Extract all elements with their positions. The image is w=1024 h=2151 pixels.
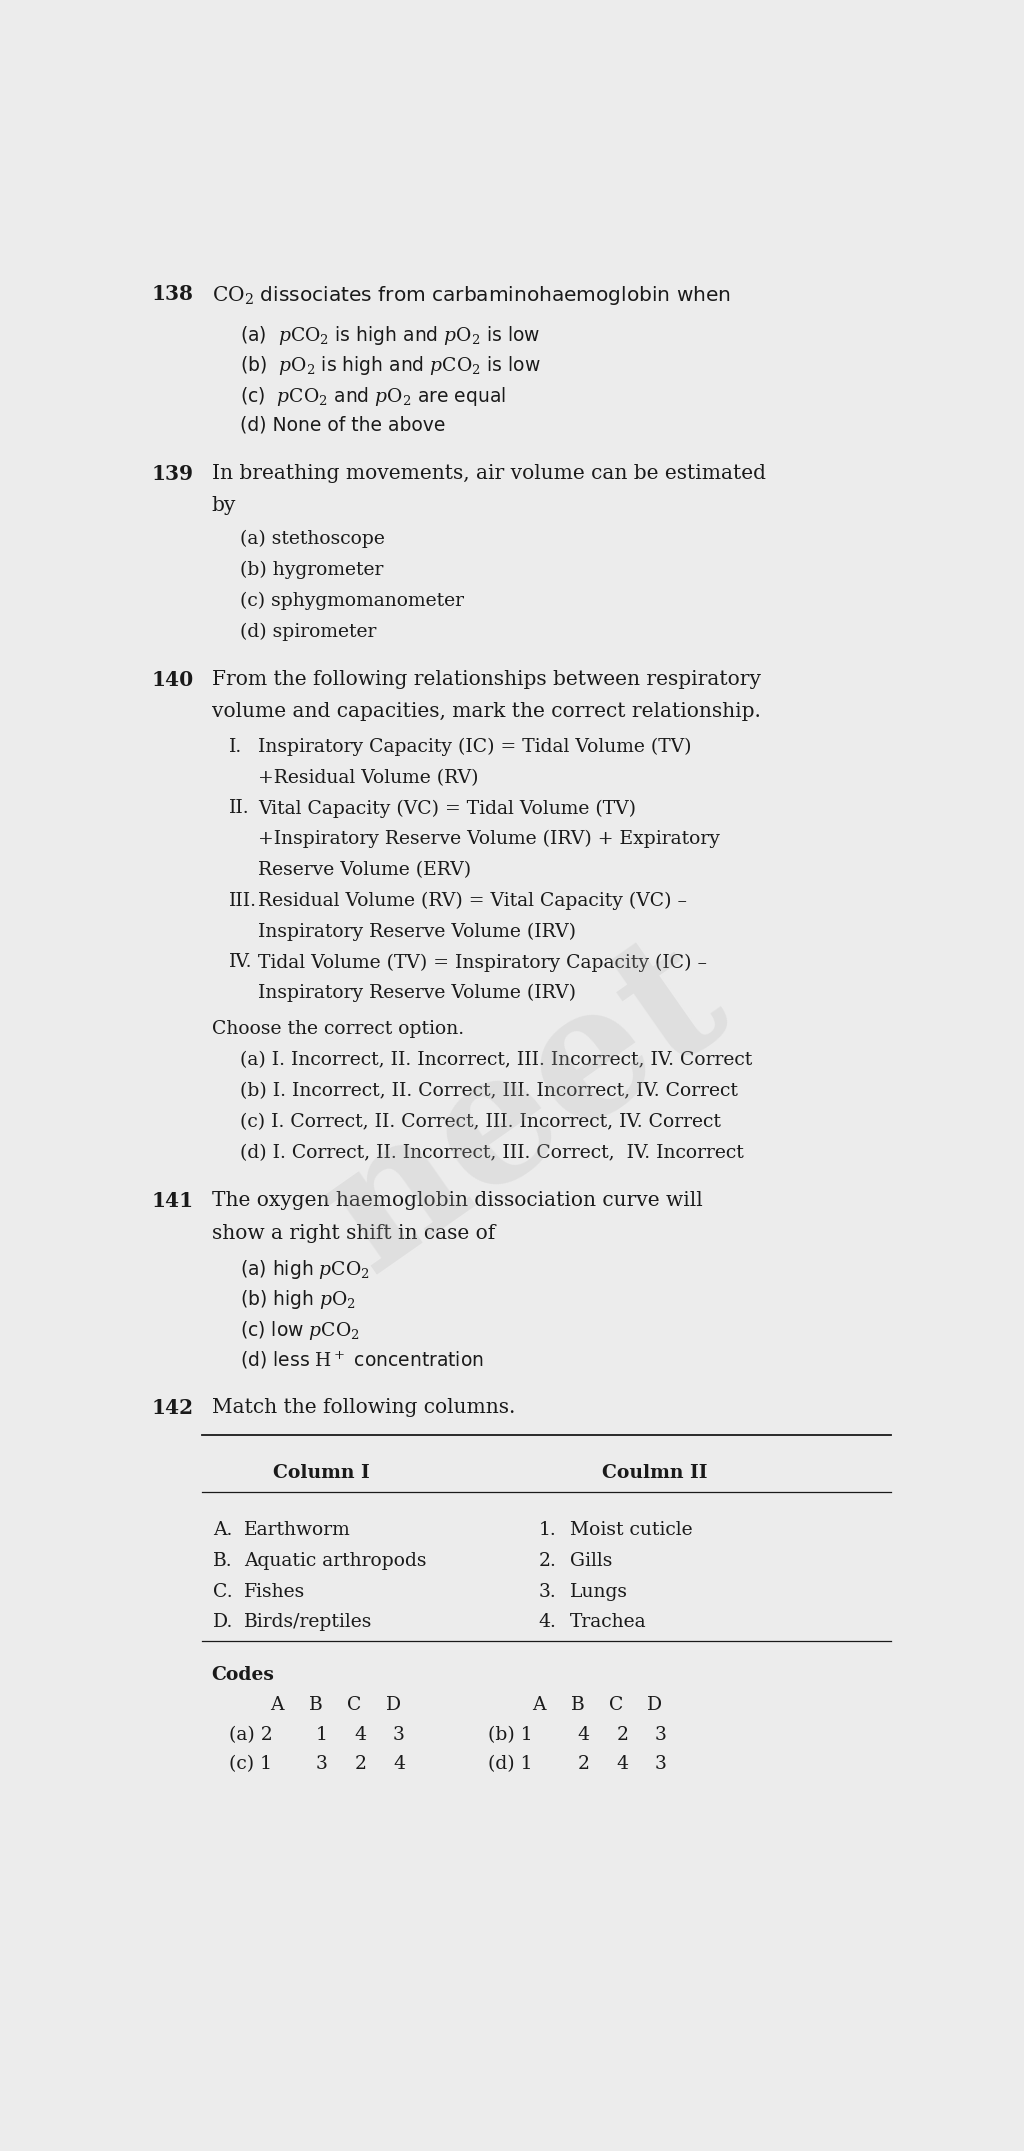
- Text: Aquatic arthropods: Aquatic arthropods: [245, 1551, 427, 1570]
- Text: 3: 3: [655, 1725, 667, 1744]
- Text: 139: 139: [152, 465, 194, 484]
- Text: D: D: [647, 1697, 663, 1714]
- Text: 4: 4: [616, 1755, 629, 1772]
- Text: (b) hygrometer: (b) hygrometer: [241, 561, 384, 579]
- Text: A.: A.: [213, 1521, 232, 1538]
- Text: (b) I. Incorrect, II. Correct, III. Incorrect, IV. Correct: (b) I. Incorrect, II. Correct, III. Inco…: [241, 1082, 738, 1099]
- Text: by: by: [212, 497, 237, 514]
- Text: Inspiratory Capacity (IC) = Tidal Volume (TV): Inspiratory Capacity (IC) = Tidal Volume…: [258, 738, 691, 757]
- Text: (a) stethoscope: (a) stethoscope: [241, 529, 385, 549]
- Text: (c) sphygmomanometer: (c) sphygmomanometer: [241, 592, 464, 609]
- Text: Inspiratory Reserve Volume (IRV): Inspiratory Reserve Volume (IRV): [258, 923, 577, 940]
- Text: B: B: [570, 1697, 585, 1714]
- Text: 4.: 4.: [539, 1613, 557, 1630]
- Text: III.: III.: [228, 893, 257, 910]
- Text: (c) low $p\mathrm{CO_2}$: (c) low $p\mathrm{CO_2}$: [241, 1319, 360, 1342]
- Text: (d) 1: (d) 1: [488, 1755, 532, 1772]
- Text: Choose the correct option.: Choose the correct option.: [212, 1020, 464, 1037]
- Text: volume and capacities, mark the correct relationship.: volume and capacities, mark the correct …: [212, 703, 761, 721]
- Text: neet: neet: [292, 906, 758, 1306]
- Text: B.: B.: [213, 1551, 232, 1570]
- Text: 4: 4: [578, 1725, 590, 1744]
- Text: Tidal Volume (TV) = Inspiratory Capacity (IC) –: Tidal Volume (TV) = Inspiratory Capacity…: [258, 953, 708, 972]
- Text: (b)  $p\mathrm{O_2}$ is high and $p\mathrm{CO_2}$ is low: (b) $p\mathrm{O_2}$ is high and $p\mathr…: [241, 355, 541, 376]
- Text: 3: 3: [315, 1755, 328, 1772]
- Text: I.: I.: [228, 738, 242, 755]
- Text: (a)  $p\mathrm{CO_2}$ is high and $p\mathrm{O_2}$ is low: (a) $p\mathrm{CO_2}$ is high and $p\math…: [241, 323, 541, 346]
- Text: Residual Volume (RV) = Vital Capacity (VC) –: Residual Volume (RV) = Vital Capacity (V…: [258, 893, 687, 910]
- Text: 140: 140: [152, 671, 194, 690]
- Text: +Residual Volume (RV): +Residual Volume (RV): [258, 768, 478, 787]
- Text: (a) high $p\mathrm{CO_2}$: (a) high $p\mathrm{CO_2}$: [241, 1258, 371, 1280]
- Text: 3.: 3.: [539, 1583, 556, 1600]
- Text: (d) None of the above: (d) None of the above: [241, 415, 445, 435]
- Text: 141: 141: [152, 1192, 194, 1211]
- Text: The oxygen haemoglobin dissociation curve will: The oxygen haemoglobin dissociation curv…: [212, 1192, 702, 1211]
- Text: Earthworm: Earthworm: [245, 1521, 351, 1538]
- Text: 1: 1: [315, 1725, 328, 1744]
- Text: B: B: [308, 1697, 323, 1714]
- Text: 2: 2: [616, 1725, 629, 1744]
- Text: 3: 3: [655, 1755, 667, 1772]
- Text: Gills: Gills: [569, 1551, 612, 1570]
- Text: Match the following columns.: Match the following columns.: [212, 1398, 515, 1418]
- Text: A: A: [532, 1697, 546, 1714]
- Text: From the following relationships between respiratory: From the following relationships between…: [212, 671, 761, 688]
- Text: 138: 138: [152, 284, 194, 303]
- Text: 2: 2: [354, 1755, 367, 1772]
- Text: (d) less $\mathrm{H^+}$ concentration: (d) less $\mathrm{H^+}$ concentration: [241, 1351, 484, 1372]
- Text: (d) I. Correct, II. Incorrect, III. Correct,  IV. Incorrect: (d) I. Correct, II. Incorrect, III. Corr…: [241, 1144, 744, 1162]
- Text: Column I: Column I: [273, 1465, 370, 1482]
- Text: +Inspiratory Reserve Volume (IRV) + Expiratory: +Inspiratory Reserve Volume (IRV) + Expi…: [258, 830, 720, 847]
- Text: (d) spirometer: (d) spirometer: [241, 622, 377, 641]
- Text: (c) I. Correct, II. Correct, III. Incorrect, IV. Correct: (c) I. Correct, II. Correct, III. Incorr…: [241, 1112, 721, 1131]
- Text: (c) 1: (c) 1: [228, 1755, 271, 1772]
- Text: C: C: [347, 1697, 361, 1714]
- Text: Fishes: Fishes: [245, 1583, 305, 1600]
- Text: 4: 4: [393, 1755, 406, 1772]
- Text: Birds/reptiles: Birds/reptiles: [245, 1613, 373, 1630]
- Text: Moist cuticle: Moist cuticle: [569, 1521, 692, 1538]
- Text: 4: 4: [354, 1725, 367, 1744]
- Text: (b) 1: (b) 1: [488, 1725, 534, 1744]
- Text: In breathing movements, air volume can be estimated: In breathing movements, air volume can b…: [212, 465, 766, 482]
- Text: (b) high $p\mathrm{O_2}$: (b) high $p\mathrm{O_2}$: [241, 1288, 356, 1312]
- Text: Coulmn II: Coulmn II: [602, 1465, 708, 1482]
- Text: (c)  $p\mathrm{CO_2}$ and $p\mathrm{O_2}$ are equal: (c) $p\mathrm{CO_2}$ and $p\mathrm{O_2}$…: [241, 385, 507, 409]
- Text: 1.: 1.: [539, 1521, 556, 1538]
- Text: A: A: [270, 1697, 284, 1714]
- Text: Trachea: Trachea: [569, 1613, 646, 1630]
- Text: Reserve Volume (ERV): Reserve Volume (ERV): [258, 860, 471, 880]
- Text: Lungs: Lungs: [569, 1583, 628, 1600]
- Text: 3: 3: [393, 1725, 404, 1744]
- Text: D: D: [385, 1697, 400, 1714]
- Text: C: C: [609, 1697, 624, 1714]
- Text: IV.: IV.: [228, 953, 252, 972]
- Text: $\mathrm{CO_2}$ dissociates from carbaminohaemoglobin when: $\mathrm{CO_2}$ dissociates from carbami…: [212, 284, 730, 308]
- Text: 2: 2: [578, 1755, 590, 1772]
- Text: (a) I. Incorrect, II. Incorrect, III. Incorrect, IV. Correct: (a) I. Incorrect, II. Incorrect, III. In…: [241, 1052, 753, 1069]
- Text: 142: 142: [152, 1398, 194, 1418]
- Text: Codes: Codes: [212, 1665, 274, 1684]
- Text: 2.: 2.: [539, 1551, 557, 1570]
- Text: Inspiratory Reserve Volume (IRV): Inspiratory Reserve Volume (IRV): [258, 985, 577, 1002]
- Text: C.: C.: [213, 1583, 232, 1600]
- Text: D.: D.: [213, 1613, 233, 1630]
- Text: show a right shift in case of: show a right shift in case of: [212, 1224, 495, 1243]
- Text: Vital Capacity (VC) = Tidal Volume (TV): Vital Capacity (VC) = Tidal Volume (TV): [258, 800, 636, 817]
- Text: (a) 2: (a) 2: [228, 1725, 272, 1744]
- Text: II.: II.: [228, 800, 250, 817]
